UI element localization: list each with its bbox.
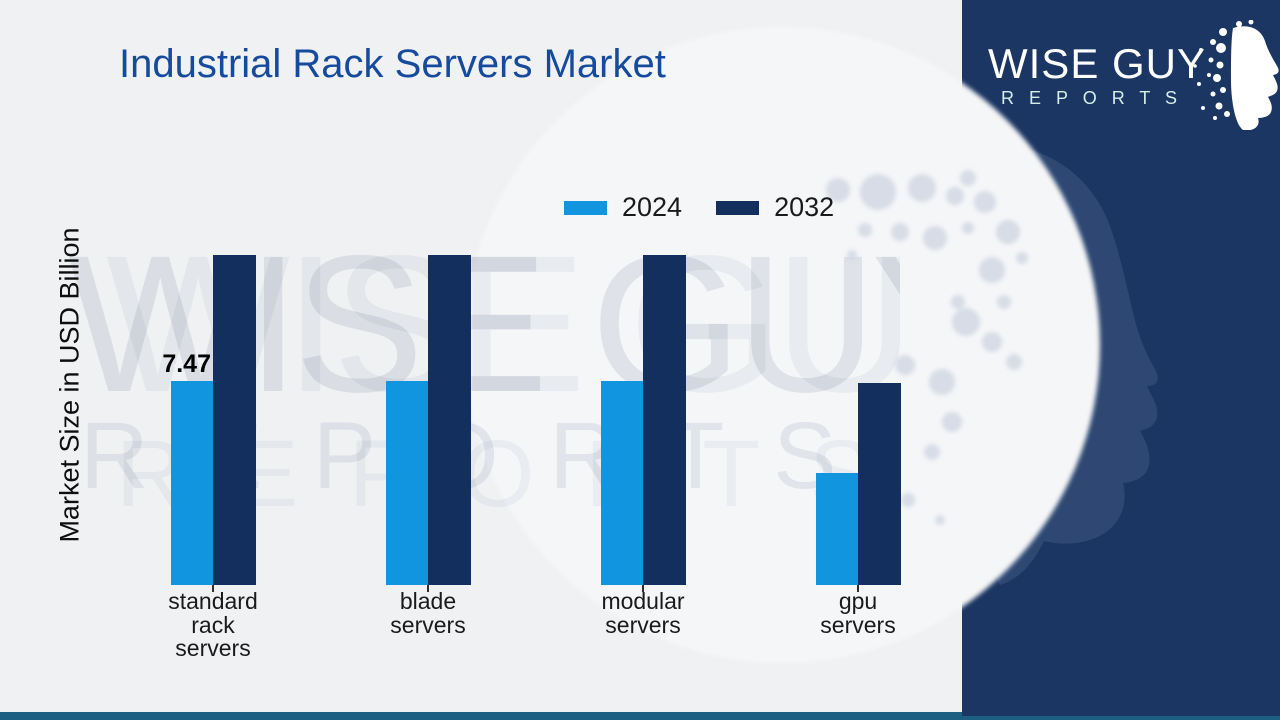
legend-swatch-2032: [716, 200, 760, 215]
bar-value-label: 7.47: [162, 350, 211, 378]
category-label: modular servers: [601, 588, 685, 638]
bar-2024-standard-rack-servers: [171, 381, 213, 585]
bar-2032-blade-servers: [428, 255, 471, 585]
chart-legend: 2024 2032: [564, 192, 834, 223]
bar-2024-modular-servers: [601, 381, 643, 585]
y-axis-label: Market Size in USD Billion: [54, 227, 85, 543]
brand-name: WISE GUY: [988, 40, 1207, 87]
brand-subname: R E P O R T S: [1001, 88, 1183, 108]
category-label: blade servers: [390, 588, 466, 638]
bar-2024-blade-servers: [386, 381, 428, 585]
legend-item-2032: 2032: [716, 192, 834, 223]
legend-label: 2032: [774, 192, 835, 222]
bar-2032-standard-rack-servers: [213, 255, 256, 585]
x-axis-tick: [642, 585, 644, 592]
bar-2032-gpu-servers: [858, 383, 901, 585]
category-label: gpu servers: [820, 588, 896, 638]
x-axis-tick: [857, 585, 859, 592]
legend-swatch-2024: [564, 200, 607, 215]
bar-2032-modular-servers: [643, 255, 686, 585]
legend-item-2024: 2024: [564, 192, 682, 223]
x-axis-tick: [212, 585, 214, 592]
x-axis-tick: [427, 585, 429, 592]
page-title: Industrial Rack Servers Market: [119, 42, 666, 86]
category-label: standard rack servers: [168, 588, 258, 661]
footer-accent-bar: [0, 712, 1280, 720]
bar-2024-gpu-servers: [816, 473, 858, 585]
legend-label: 2024: [622, 192, 683, 222]
brand-logo: WISE GUY R E P O R T S: [962, 0, 1280, 160]
dotted-head-profile-icon: [1193, 20, 1279, 130]
